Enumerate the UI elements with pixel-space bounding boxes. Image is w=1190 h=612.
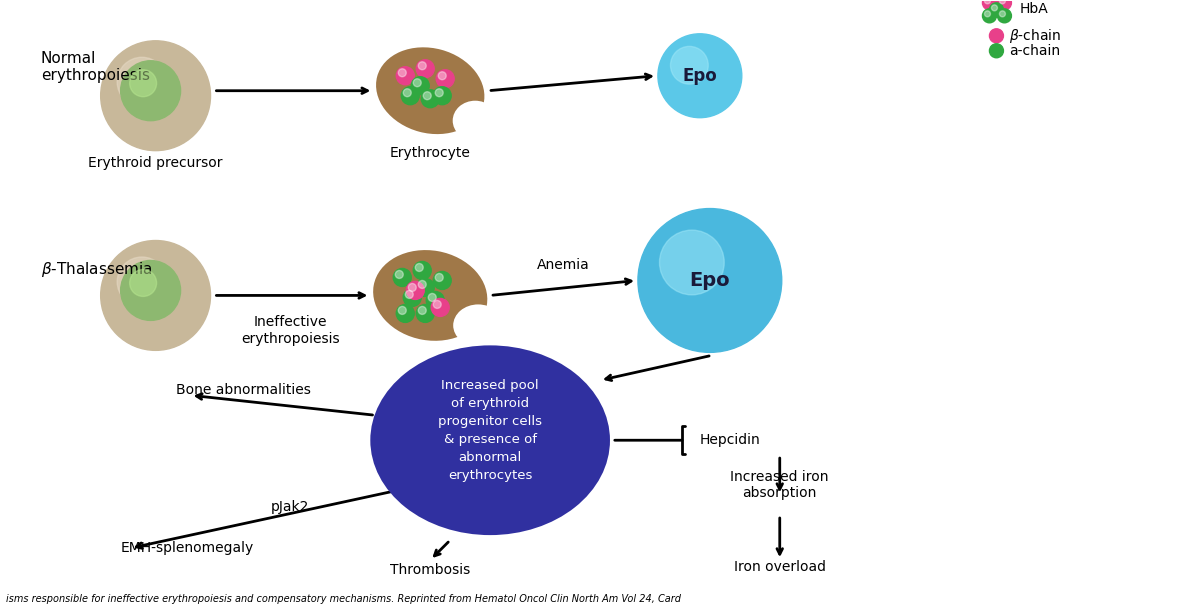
Circle shape	[403, 89, 412, 97]
Circle shape	[658, 34, 741, 118]
Circle shape	[989, 44, 1003, 58]
Ellipse shape	[374, 250, 488, 341]
Circle shape	[433, 300, 441, 308]
Ellipse shape	[370, 345, 610, 535]
Circle shape	[997, 0, 1011, 10]
Text: Normal
erythropoiesis: Normal erythropoiesis	[40, 51, 150, 83]
Text: $\beta$-Thalassemia: $\beta$-Thalassemia	[40, 261, 152, 280]
Circle shape	[438, 72, 446, 80]
Circle shape	[426, 291, 444, 310]
Circle shape	[436, 89, 443, 97]
Circle shape	[424, 92, 431, 100]
Text: Bone abnormalities: Bone abnormalities	[176, 383, 311, 397]
Circle shape	[638, 209, 782, 353]
Text: Erythroid precursor: Erythroid precursor	[88, 155, 223, 170]
Circle shape	[421, 90, 439, 108]
Text: a-chain: a-chain	[1009, 44, 1060, 58]
Text: Epo: Epo	[689, 271, 731, 290]
Circle shape	[408, 283, 416, 291]
Text: Erythrocyte: Erythrocyte	[390, 146, 471, 160]
Circle shape	[989, 29, 1003, 43]
Circle shape	[412, 76, 430, 95]
Circle shape	[431, 299, 449, 316]
Circle shape	[1000, 0, 1006, 4]
Text: Thrombosis: Thrombosis	[390, 563, 470, 577]
Circle shape	[418, 307, 426, 315]
Circle shape	[659, 230, 725, 295]
Text: EMH-splenomegaly: EMH-splenomegaly	[120, 541, 253, 555]
Circle shape	[393, 269, 412, 286]
Circle shape	[418, 280, 426, 288]
Circle shape	[997, 9, 1011, 23]
Circle shape	[396, 304, 414, 323]
Text: isms responsible for ineffective erythropoiesis and compensatory mechanisms. Rep: isms responsible for ineffective erythro…	[6, 594, 681, 604]
Circle shape	[1000, 11, 1006, 17]
Circle shape	[416, 304, 434, 323]
Circle shape	[120, 261, 181, 321]
Text: Increased iron
absorption: Increased iron absorption	[731, 470, 829, 501]
Circle shape	[433, 272, 451, 289]
Circle shape	[984, 11, 990, 17]
Circle shape	[416, 278, 434, 296]
Text: Ineffective
erythropoiesis: Ineffective erythropoiesis	[242, 315, 339, 346]
Circle shape	[984, 0, 990, 4]
Circle shape	[101, 241, 211, 350]
Circle shape	[130, 70, 157, 97]
Circle shape	[399, 307, 406, 315]
Circle shape	[989, 3, 1003, 17]
Circle shape	[983, 9, 996, 23]
Text: Increased pool
of erythroid
progenitor cells
& presence of
abnormal
erythrocytes: Increased pool of erythroid progenitor c…	[438, 379, 543, 482]
Text: Epo: Epo	[683, 67, 718, 84]
Circle shape	[416, 60, 434, 78]
Circle shape	[413, 261, 431, 280]
Circle shape	[991, 5, 997, 11]
Ellipse shape	[453, 304, 503, 346]
Circle shape	[406, 291, 413, 299]
Circle shape	[117, 257, 167, 307]
Circle shape	[399, 69, 406, 76]
Circle shape	[437, 70, 455, 88]
Circle shape	[395, 271, 403, 278]
Circle shape	[415, 264, 424, 272]
Circle shape	[406, 282, 424, 299]
Text: Hepcidin: Hepcidin	[700, 433, 760, 447]
Circle shape	[403, 288, 421, 307]
Circle shape	[418, 62, 426, 70]
Text: pJak2: pJak2	[271, 500, 309, 514]
Circle shape	[401, 87, 419, 105]
Circle shape	[396, 67, 414, 84]
Text: $\beta$-chain: $\beta$-chain	[1009, 27, 1061, 45]
Text: Iron overload: Iron overload	[734, 560, 826, 574]
Text: HbA: HbA	[1020, 2, 1048, 16]
Circle shape	[428, 293, 437, 302]
Circle shape	[436, 274, 443, 282]
Circle shape	[433, 87, 451, 105]
Circle shape	[670, 47, 708, 84]
Circle shape	[983, 0, 996, 10]
Ellipse shape	[376, 47, 484, 134]
Text: Anemia: Anemia	[537, 258, 589, 272]
Circle shape	[413, 79, 421, 87]
Circle shape	[130, 269, 157, 296]
Ellipse shape	[452, 101, 497, 141]
Circle shape	[117, 58, 167, 106]
Circle shape	[120, 61, 181, 121]
Circle shape	[101, 41, 211, 151]
